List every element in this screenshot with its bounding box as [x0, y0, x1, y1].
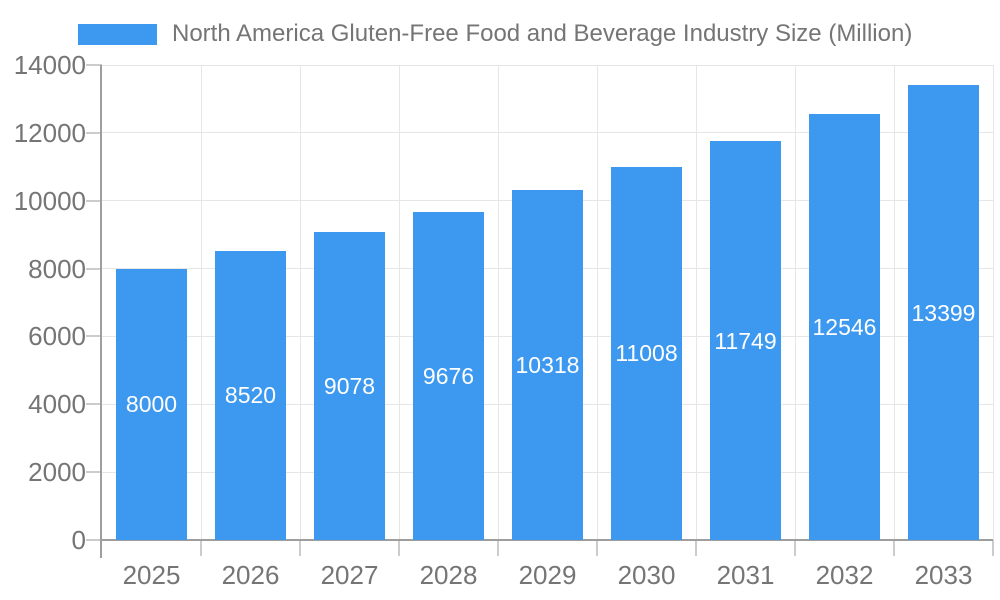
bar-value-label: 8520	[224, 382, 277, 409]
y-axis-tick	[86, 267, 102, 270]
y-tick-label: 12000	[13, 117, 86, 148]
y-tick-label: 14000	[13, 50, 86, 80]
legend: North America Gluten-Free Food and Bever…	[78, 20, 912, 48]
bar: 8000	[116, 268, 187, 540]
x-tick-label: 2025	[122, 560, 181, 590]
bar-value-label: 11749	[714, 327, 777, 354]
gridline-horizontal	[102, 64, 993, 66]
x-tick-label: 2027	[320, 560, 379, 590]
y-tick-label: 0	[71, 525, 86, 555]
bar: 9676	[413, 211, 484, 540]
x-axis-tick	[596, 540, 598, 556]
y-tick-label: 4000	[28, 389, 86, 420]
x-axis-tick	[893, 540, 895, 556]
bar: 11008	[611, 166, 682, 540]
x-axis-tick	[200, 540, 202, 556]
gridline-vertical	[200, 65, 202, 540]
y-axis-tick	[86, 199, 102, 202]
x-axis-tick	[695, 540, 697, 556]
y-axis-tick	[86, 471, 102, 474]
x-axis-tick	[497, 540, 499, 556]
y-axis-tick	[86, 131, 102, 134]
gridline-vertical	[695, 65, 697, 540]
x-tick-label: 2033	[914, 560, 973, 590]
x-tick-label: 2028	[419, 560, 478, 590]
x-axis-tick	[299, 540, 301, 556]
y-axis-line	[100, 65, 102, 558]
gridline-vertical	[497, 65, 499, 540]
legend-label: North America Gluten-Free Food and Bever…	[172, 20, 913, 47]
x-tick-label: 2032	[815, 560, 874, 590]
x-tick-label: 2031	[716, 560, 775, 590]
gridline-vertical	[596, 65, 598, 540]
bar-value-label: 10318	[515, 351, 580, 378]
bar-value-label: 8000	[125, 391, 178, 418]
bar: 10318	[512, 189, 583, 540]
y-axis-tick	[86, 539, 102, 541]
gridline-vertical	[299, 65, 301, 540]
x-axis-line	[100, 539, 993, 541]
y-tick-label: 2000	[28, 457, 86, 488]
bar-value-label: 11008	[615, 340, 678, 367]
gridline-vertical	[992, 65, 994, 540]
gridline-vertical	[893, 65, 895, 540]
x-tick-label: 2026	[221, 560, 280, 590]
bar-value-label: 9676	[422, 362, 475, 389]
x-tick-label: 2029	[518, 560, 577, 590]
bar: 12546	[809, 114, 880, 540]
x-axis-tick	[794, 540, 796, 556]
x-axis-tick	[398, 540, 400, 556]
y-tick-label: 8000	[28, 253, 86, 284]
y-axis-tick	[86, 403, 102, 406]
bar: 11749	[710, 141, 781, 540]
y-tick-label: 6000	[28, 321, 86, 352]
y-axis-tick	[86, 64, 102, 66]
bar-value-label: 12546	[812, 314, 877, 341]
bar: 13399	[908, 85, 979, 540]
gridline-vertical	[398, 65, 400, 540]
x-tick-label: 2030	[617, 560, 676, 590]
legend-swatch	[78, 23, 157, 45]
y-tick-label: 10000	[13, 185, 86, 216]
bar: 8520	[215, 250, 286, 540]
y-axis-tick	[86, 335, 102, 338]
gridline-vertical	[794, 65, 796, 540]
bar-value-label: 13399	[911, 299, 976, 326]
gridline-horizontal	[102, 132, 993, 134]
x-axis-tick	[992, 540, 994, 556]
bar-value-label: 9078	[323, 372, 376, 399]
bar: 9078	[314, 231, 385, 540]
